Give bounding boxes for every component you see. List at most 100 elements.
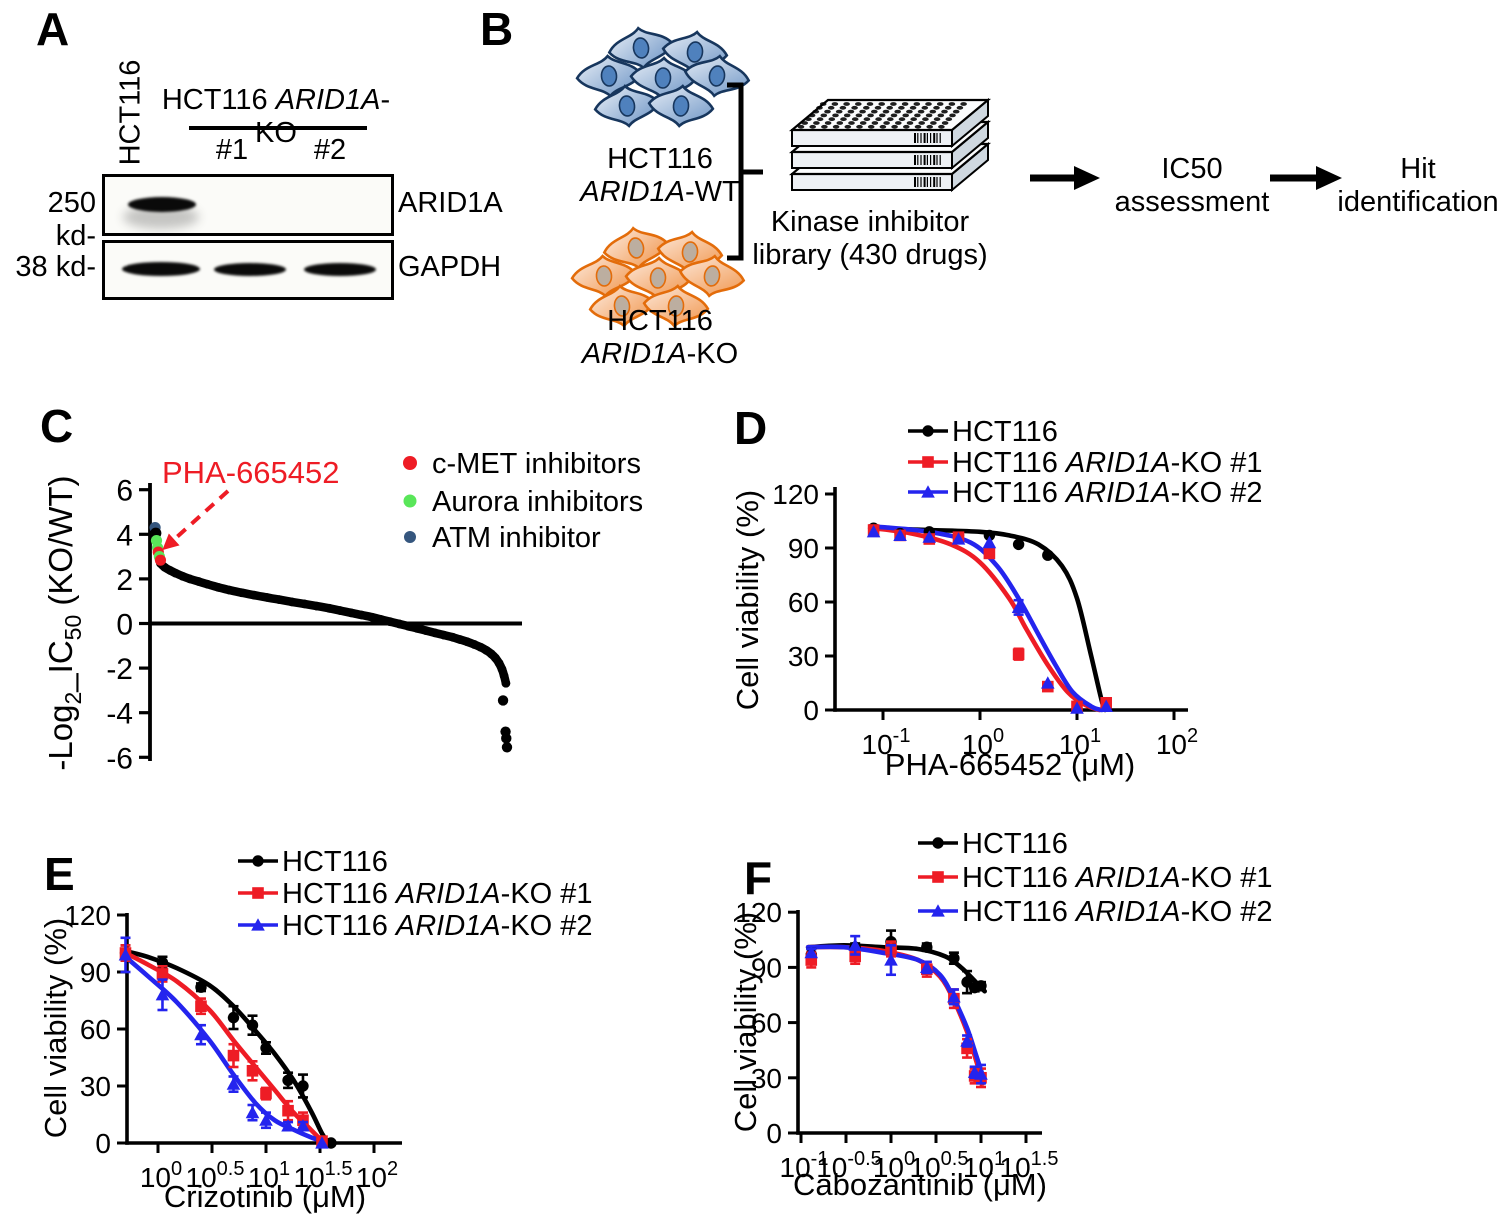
plate-well <box>945 117 953 122</box>
data-point <box>961 1042 973 1055</box>
data-point <box>983 547 996 560</box>
y-tick-label: 120 <box>64 900 111 931</box>
cell <box>588 284 656 328</box>
plate-well <box>851 117 859 122</box>
data-point <box>260 1042 272 1054</box>
x-tick-label: 10-1 <box>780 1148 829 1183</box>
plate-well <box>879 113 886 118</box>
cell <box>678 254 746 298</box>
x-axis-title: PHA-665452 (μM) <box>885 747 1135 782</box>
y-tick-label: 2 <box>116 564 133 597</box>
step2-line1: IC50 <box>1161 153 1223 185</box>
plate-well <box>879 124 887 129</box>
arrow-to-hit-head <box>1316 166 1342 190</box>
data-point <box>195 1000 207 1012</box>
plate-well <box>902 113 909 118</box>
data-point <box>246 1065 259 1077</box>
cell-nucleus <box>686 41 704 63</box>
step2-line2: assessment <box>1114 186 1270 218</box>
data-point <box>281 1119 295 1132</box>
plate-well <box>898 117 906 122</box>
panel-f: 0 30 60 90 120 10-1 10-0.5 100 100.5 101 101.5 Cabo… <box>730 825 1500 1225</box>
group-header-arid1a-ko: HCT116 ARID1A-KO <box>150 84 402 150</box>
arrow-to-ic50-head <box>1074 166 1100 190</box>
legend-marker-circle <box>252 855 264 867</box>
dose-response-chart-pha: 0 30 60 90 120 10-1 100 101 102 PHA-665452 (μM) Ce… <box>730 416 1263 782</box>
data-point <box>982 535 997 549</box>
group-header-gene: ARID1A <box>275 84 381 116</box>
plate-well <box>836 121 844 125</box>
group-header-suffix: -KO <box>255 84 391 149</box>
plate-well <box>819 102 827 106</box>
legend-label: ATM inhibitor <box>432 522 601 554</box>
plate-well <box>922 117 929 122</box>
y-tick-label: 30 <box>80 1071 111 1102</box>
y-tick-label: 0 <box>116 609 133 642</box>
legend-marker-circle <box>922 425 934 437</box>
y-tick-label: 120 <box>772 479 819 510</box>
plate-barcode <box>917 155 919 165</box>
waterfall-point <box>376 615 386 624</box>
data-point <box>296 1119 310 1132</box>
plate-well <box>906 121 914 125</box>
wt-cells-label: HCT116 ARID1A-WT <box>560 143 760 209</box>
data-point <box>960 1034 974 1047</box>
waterfall-point <box>346 608 356 618</box>
plate-well <box>813 121 820 125</box>
plate-well <box>863 117 871 122</box>
data-point <box>246 1019 259 1031</box>
plate-well <box>949 113 956 118</box>
panel-c-letter: C <box>40 400 74 452</box>
x-tick-label: 101 <box>248 1158 290 1193</box>
data-point <box>848 938 862 951</box>
x-tick-label: 101.5 <box>1000 1148 1059 1183</box>
waterfall-point <box>385 617 395 627</box>
cell-nucleus <box>667 295 685 317</box>
plate-barcode <box>923 133 926 143</box>
plate-well <box>824 121 832 125</box>
blot-label-gapdh: GAPDH <box>398 251 502 283</box>
plate-barcode <box>933 155 936 165</box>
x-tick-label: 100.5 <box>910 1148 969 1183</box>
data-point <box>983 529 996 542</box>
plate-well <box>840 117 847 122</box>
waterfall-chart: 6 4 2 0 -2 -4 -6 -Log2_IC50 (KO/WT) c-MET inhibi… <box>42 448 643 775</box>
plate-well <box>824 109 831 114</box>
data-point <box>259 1113 273 1126</box>
plate-barcode <box>939 155 941 165</box>
plate-well <box>812 109 820 114</box>
waterfall-point <box>357 610 367 620</box>
plate-well <box>808 113 816 118</box>
plate-barcode <box>920 155 922 165</box>
data-point <box>948 952 960 964</box>
plate-well <box>918 121 925 125</box>
x-tick-label: 100 <box>873 1148 915 1183</box>
waterfall-point <box>262 593 272 602</box>
waterfall-tail-point <box>497 695 509 706</box>
plate-well <box>832 124 840 129</box>
waterfall-point <box>224 585 234 595</box>
data-point <box>1099 699 1113 712</box>
y-tick-label: 90 <box>788 533 819 564</box>
y-axis-title: -Log2_IC50 (KO/WT) <box>42 475 86 770</box>
plate-well <box>878 102 885 106</box>
plate-barcode <box>920 177 922 187</box>
plate-well <box>874 105 882 110</box>
plate-well <box>933 117 941 122</box>
panel-b-letter: B <box>480 3 514 55</box>
x-tick-label: 10-1 <box>862 725 911 760</box>
gapdh-band-1 <box>122 262 200 276</box>
x-tick-label: 101.5 <box>294 1158 353 1193</box>
legend-marker-square <box>932 871 944 883</box>
panel-a: A HCT116 HCT116 ARID1A-KO #1 #2 250 kd- … <box>0 0 503 392</box>
plate-well <box>898 105 905 110</box>
dose-response-chart-cabozantinib: 0 30 60 90 120 10-110-0.5100100.5101101.5Cabo… <box>730 828 1273 1202</box>
x-tick-label: 101 <box>963 1148 1005 1183</box>
plate-barcode <box>914 133 916 143</box>
plate-well <box>816 117 824 122</box>
plate-well <box>886 105 893 110</box>
legend-label: c-MET inhibitors <box>432 448 641 480</box>
waterfall-point <box>501 678 511 688</box>
annotation-arrow-head <box>162 533 180 551</box>
